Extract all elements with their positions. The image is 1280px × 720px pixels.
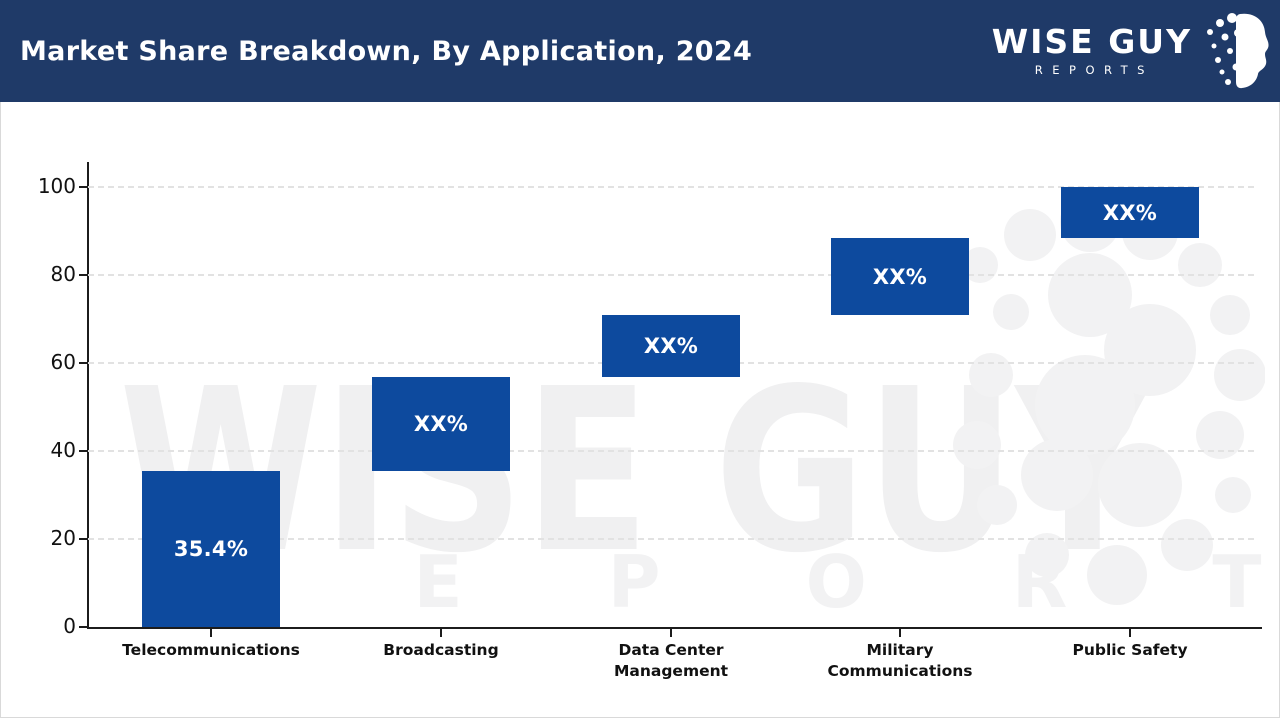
y-tick-label: 60 (50, 350, 76, 374)
y-tick-mark (79, 538, 87, 540)
page-title: Market Share Breakdown, By Application, … (20, 35, 753, 67)
logo-subtext: REPORTS (1034, 63, 1154, 77)
category-label: Public Safety (1072, 641, 1188, 659)
x-tick-mark (899, 629, 901, 637)
y-tick-label: 80 (50, 262, 76, 286)
bar-value-label: XX% (872, 264, 928, 289)
logo-wordmark: WISE GUY REPORTS (992, 25, 1192, 77)
y-tick-label: 100 (37, 174, 76, 198)
x-tick-mark (670, 629, 672, 637)
bar-value-label: XX% (413, 412, 469, 437)
wise-guy-reports-logo: WISE GUY REPORTS (992, 8, 1270, 94)
gridline (88, 274, 1254, 276)
y-axis-line (87, 162, 89, 629)
logo-face-icon (1207, 13, 1269, 89)
x-tick-mark (210, 629, 212, 637)
waterfall-bar: 35.4% (142, 471, 280, 627)
x-axis-line (87, 627, 1262, 629)
waterfall-bar: XX% (372, 377, 510, 472)
y-tick-label: 20 (50, 526, 76, 550)
y-tick-mark (79, 186, 87, 188)
header-bar: Market Share Breakdown, By Application, … (0, 0, 1280, 102)
bar-value-label: XX% (643, 334, 699, 359)
category-label: Broadcasting (383, 641, 499, 659)
waterfall-bar: XX% (1061, 187, 1199, 239)
y-tick-label: 0 (63, 614, 76, 638)
gridline (88, 538, 1254, 540)
category-label: Data Center Management (613, 641, 729, 680)
watermark-wordmark: WISE GUY (119, 341, 1150, 603)
category-label: Telecommunications (122, 641, 300, 659)
logo-wordmark-text: WISE GUY (991, 22, 1192, 61)
waterfall-bar: XX% (831, 238, 969, 316)
category-label: Military Communications (827, 641, 973, 680)
x-tick-mark (1129, 629, 1131, 637)
y-tick-mark (79, 362, 87, 364)
bar-value-label: XX% (1102, 200, 1158, 225)
waterfall-bar: XX% (602, 315, 740, 378)
x-tick-mark (440, 629, 442, 637)
y-tick-mark (79, 274, 87, 276)
y-tick-label: 40 (50, 438, 76, 462)
y-tick-mark (79, 626, 87, 628)
bar-value-label: 35.4% (173, 537, 249, 562)
y-tick-mark (79, 450, 87, 452)
gridline (88, 450, 1254, 452)
gridline (88, 186, 1254, 188)
